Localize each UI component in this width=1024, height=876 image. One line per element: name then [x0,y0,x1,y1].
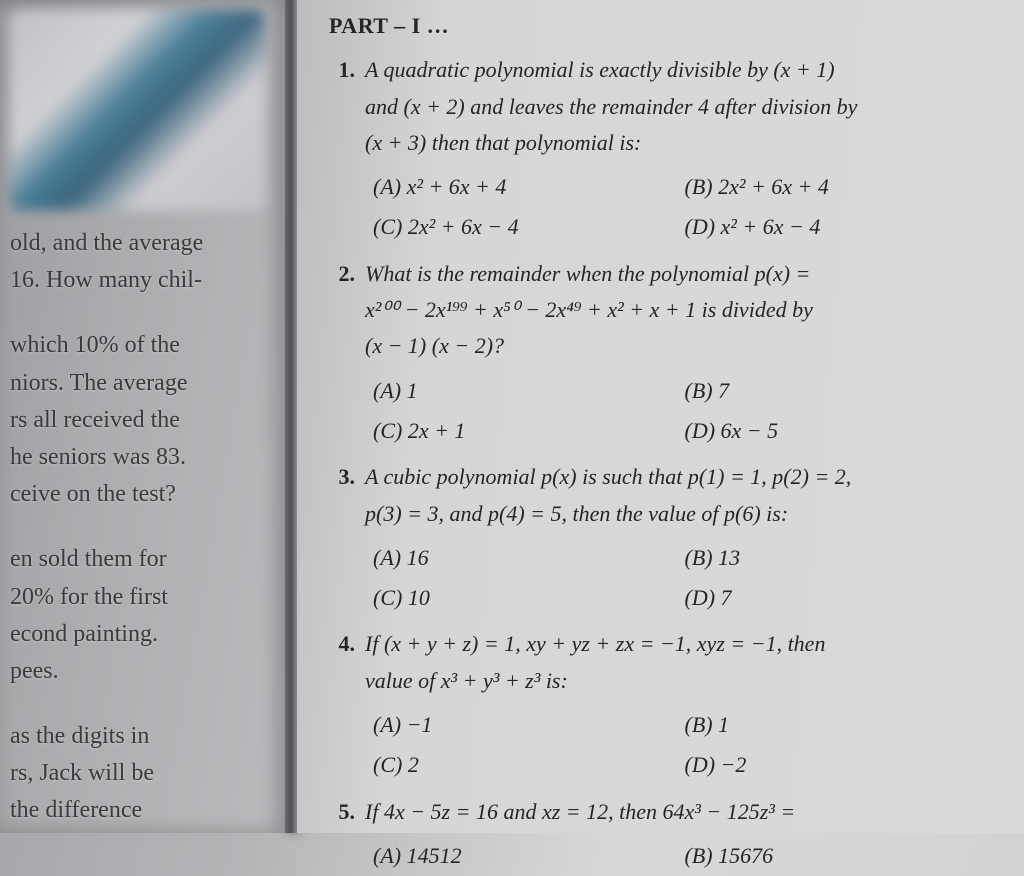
question-text: x²⁰⁰ − 2x¹⁹⁹ + x⁵⁰ − 2x⁴⁹ + x² + x + 1 i… [365,292,996,328]
question-body: If 4x − 5z = 16 and xz = 12, then 64x³ −… [365,794,996,876]
option-b: (B) 1 [685,705,997,745]
option-c: (C) 10 [373,578,685,618]
question-5: 5. If 4x − 5z = 16 and xz = 12, then 64x… [329,794,996,876]
book-spine [285,0,297,833]
option-b: (B) 15676 [685,836,997,876]
question-text: If (x + y + z) = 1, xy + yz + zx = −1, x… [365,626,996,662]
options: (A) 16 (B) 13 (C) 10 (D) 7 [373,538,996,619]
option-a: (A) 1 [373,371,685,411]
option-a: (A) 14512 [373,836,685,876]
options: (A) 14512 (B) 15676 [373,836,996,876]
left-line: niors. The average [10,365,270,402]
question-text: A quadratic polynomial is exactly divisi… [365,52,996,88]
option-a: (A) 16 [373,538,685,578]
option-b: (B) 7 [685,371,997,411]
left-line: as the digits in [10,718,270,755]
question-3: 3. A cubic polynomial p(x) is such that … [329,459,996,618]
question-number: 1. [329,52,365,247]
page-container: old, and the average 16. How many chil- … [0,0,1024,833]
option-a: (A) −1 [373,705,685,745]
question-number: 2. [329,256,365,451]
right-page: PART – I … 1. A quadratic polynomial is … [297,0,1024,833]
question-text: A cubic polynomial p(x) is such that p(1… [365,459,996,495]
question-number: 5. [329,794,365,876]
left-line: the difference [10,792,270,829]
left-line: he seniors was 83. [10,439,270,476]
option-d: (D) x² + 6x − 4 [685,207,997,247]
question-text: and (x + 2) and leaves the remainder 4 a… [365,89,996,125]
question-number: 4. [329,626,365,785]
question-text: value of x³ + y³ + z³ is: [365,663,996,699]
left-line: 16. How many chil- [10,262,270,299]
question-1: 1. A quadratic polynomial is exactly div… [329,52,996,247]
left-line: ceive on the test? [10,476,270,513]
option-d: (D) 6x − 5 [685,411,997,451]
question-4: 4. If (x + y + z) = 1, xy + yz + zx = −1… [329,626,996,785]
question-body: If (x + y + z) = 1, xy + yz + zx = −1, x… [365,626,996,785]
option-d: (D) −2 [685,745,997,785]
question-body: A quadratic polynomial is exactly divisi… [365,52,996,247]
option-a: (A) x² + 6x + 4 [373,167,685,207]
question-text: (x + 3) then that polynomial is: [365,125,996,161]
option-b: (B) 13 [685,538,997,578]
left-page: old, and the average 16. How many chil- … [0,0,285,833]
question-text: p(3) = 3, and p(4) = 5, then the value o… [365,496,996,532]
left-line: old, and the average [10,225,270,262]
question-2: 2. What is the remainder when the polyno… [329,256,996,451]
question-text: What is the remainder when the polynomia… [365,256,996,292]
left-line: en sold them for [10,541,270,578]
options: (A) −1 (B) 1 (C) 2 (D) −2 [373,705,996,786]
question-text: (x − 1) (x − 2)? [365,328,996,364]
left-line: pees. [10,653,270,690]
left-page-text: old, and the average 16. How many chil- … [10,30,270,830]
options: (A) 1 (B) 7 (C) 2x + 1 (D) 6x − 5 [373,371,996,452]
option-c: (C) 2x + 1 [373,411,685,451]
left-line: rs all received the [10,402,270,439]
question-body: A cubic polynomial p(x) is such that p(1… [365,459,996,618]
left-line: econd painting. [10,616,270,653]
left-line: 20% for the first [10,579,270,616]
left-line: rs, Jack will be [10,755,270,792]
option-d: (D) 7 [685,578,997,618]
question-text: If 4x − 5z = 16 and xz = 12, then 64x³ −… [365,794,996,830]
options: (A) x² + 6x + 4 (B) 2x² + 6x + 4 (C) 2x²… [373,167,996,248]
question-number: 3. [329,459,365,618]
part-header: PART – I … [329,8,996,44]
option-b: (B) 2x² + 6x + 4 [685,167,997,207]
option-c: (C) 2 [373,745,685,785]
left-line: which 10% of the [10,327,270,364]
question-body: What is the remainder when the polynomia… [365,256,996,451]
option-c: (C) 2x² + 6x − 4 [373,207,685,247]
